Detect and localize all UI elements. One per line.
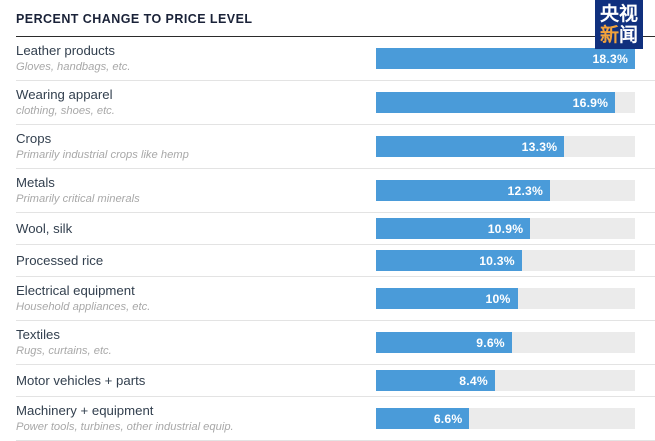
category-sublabel: Rugs, curtains, etc. — [16, 345, 112, 357]
bar-fill: 6.6% — [376, 408, 470, 429]
table-row[interactable]: Processed rice 10.3% — [16, 245, 655, 277]
category-sublabel: Primarily industrial crops like hemp — [16, 149, 189, 161]
category-sublabel: Household appliances, etc. — [16, 301, 151, 313]
bar-value-label: 9.6% — [476, 335, 505, 350]
bar-track: 10.3% — [376, 250, 635, 271]
bar-fill: 18.3% — [376, 48, 635, 69]
row-label-group: Wearing apparel clothing, shoes, etc. — [16, 87, 376, 118]
row-label-group: Crops Primarily industrial crops like hem… — [16, 131, 376, 162]
table-row[interactable]: Wool, silk 10.9% — [16, 213, 655, 245]
bar-track: 13.3% — [376, 136, 635, 157]
category-label: Crops — [16, 131, 52, 146]
header-divider — [16, 36, 655, 37]
bar-track: 10.9% — [376, 218, 635, 239]
category-sublabel: Power tools, turbines, other industrial … — [16, 421, 234, 433]
table-row[interactable]: Machinery + equipment Power tools, turbin… — [16, 397, 655, 441]
logo-char-xin: 新 — [599, 23, 619, 46]
category-label: Wearing apparel — [16, 87, 113, 102]
category-sublabel: Primarily critical minerals — [16, 193, 140, 205]
category-sublabel: Gloves, handbags, etc. — [16, 61, 131, 73]
row-label-group: Textiles Rugs, curtains, etc. — [16, 327, 376, 358]
table-row[interactable]: Wearing apparel clothing, shoes, etc. 16.9… — [16, 81, 655, 125]
category-label: Leather products — [16, 43, 115, 58]
category-label: Electrical equipment — [16, 283, 135, 298]
table-row[interactable]: Motor vehicles + parts 8.4% — [16, 365, 655, 397]
logo-bottom-text: 新闻 — [599, 23, 639, 46]
table-row[interactable]: Metals Primarily critical minerals 12.3% — [16, 169, 655, 213]
row-label-group: Metals Primarily critical minerals — [16, 175, 376, 206]
category-label: Metals — [16, 175, 55, 190]
bar-track: 10% — [376, 288, 635, 309]
category-sublabel: clothing, shoes, etc. — [16, 105, 115, 117]
bar-track: 12.3% — [376, 180, 635, 201]
bar-track: 6.6% — [376, 408, 635, 429]
category-label: Wool, silk — [16, 220, 73, 236]
category-label: Processed rice — [16, 252, 104, 268]
category-label: Motor vehicles + parts — [16, 372, 146, 388]
row-label-group: Leather products Gloves, handbags, etc. — [16, 43, 376, 74]
bar-track: 9.6% — [376, 332, 635, 353]
table-row[interactable]: Leather products Gloves, handbags, etc. 18… — [16, 37, 655, 81]
bar-row-list: Leather products Gloves, handbags, etc. 18… — [0, 37, 655, 441]
bar-fill: 8.4% — [376, 370, 495, 391]
logo-char-wen: 闻 — [619, 23, 639, 46]
table-row[interactable]: Textiles Rugs, curtains, etc. 9.6% — [16, 321, 655, 365]
row-label-group: Processed rice — [16, 253, 376, 269]
bar-value-label: 16.9% — [572, 95, 609, 110]
bar-value-label: 6.6% — [433, 411, 463, 426]
table-row[interactable]: Electrical equipment Household appliances… — [16, 277, 655, 321]
bar-fill: 10.3% — [376, 250, 522, 271]
bar-fill: 10.9% — [376, 218, 531, 239]
bar-value-label: 10.3% — [479, 253, 515, 268]
bar-value-label: 8.4% — [459, 373, 488, 388]
page-title: PERCENT CHANGE TO PRICE LEVEL — [16, 12, 253, 26]
bar-value-label: 10.9% — [487, 221, 524, 236]
bar-value-label: 10% — [485, 291, 511, 306]
bar-fill: 16.9% — [376, 92, 616, 113]
bar-value-label: 12.3% — [507, 183, 544, 198]
row-label-group: Motor vehicles + parts — [16, 373, 376, 389]
chart-header: PERCENT CHANGE TO PRICE LEVEL — [0, 0, 655, 37]
category-label: Machinery + equipment — [16, 403, 154, 418]
row-label-group: Electrical equipment Household appliances… — [16, 283, 376, 314]
bar-value-label: 13.3% — [521, 139, 558, 154]
bar-value-label: 18.3% — [592, 51, 628, 66]
bar-track: 8.4% — [376, 370, 635, 391]
row-label-group: Machinery + equipment Power tools, turbin… — [16, 403, 376, 434]
bar-fill: 12.3% — [376, 180, 551, 201]
bar-track: 16.9% — [376, 92, 635, 113]
bar-track: 18.3% — [376, 48, 635, 69]
cctv-news-logo: 央视 新闻 — [595, 0, 643, 49]
bar-fill: 10% — [376, 288, 518, 309]
logo-top-text: 央视 — [599, 2, 638, 25]
bar-fill: 9.6% — [376, 332, 512, 353]
table-row[interactable]: Crops Primarily industrial crops like hem… — [16, 125, 655, 169]
category-label: Textiles — [16, 327, 60, 342]
row-label-group: Wool, silk — [16, 221, 376, 237]
bar-fill: 13.3% — [376, 136, 565, 157]
